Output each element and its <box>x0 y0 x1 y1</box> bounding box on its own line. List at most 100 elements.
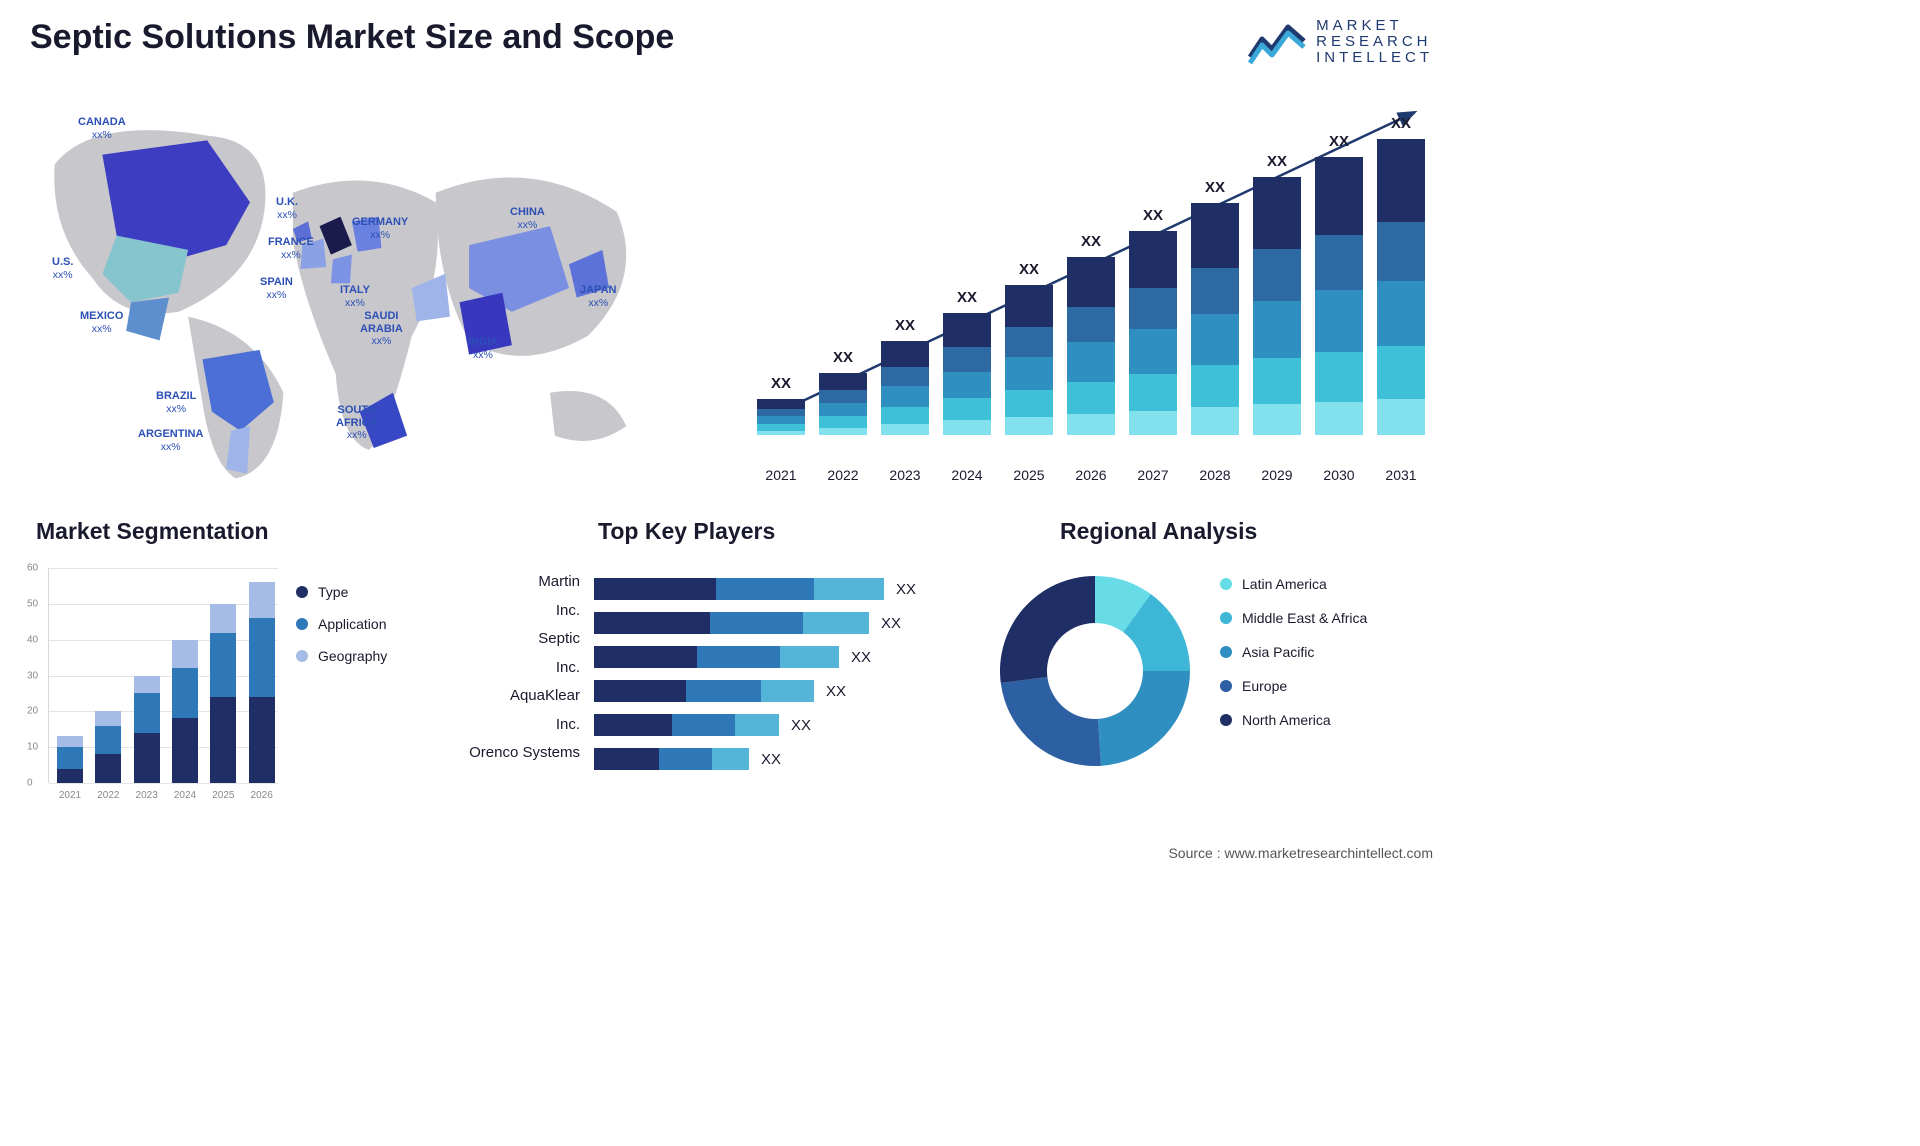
market-bar-year: 2026 <box>1067 467 1115 483</box>
segmentation-bar <box>95 711 121 783</box>
donut-slice <box>1001 677 1101 766</box>
segmentation-bar <box>134 676 160 784</box>
map-label: INDIAxx% <box>468 336 498 361</box>
market-bar: XX <box>881 341 929 435</box>
world-map: CANADAxx%U.S.xx%MEXICOxx%BRAZILxx%ARGENT… <box>20 88 680 488</box>
player-bar <box>594 748 749 770</box>
regional-legend-item: Asia Pacific <box>1220 644 1367 660</box>
market-bar-segment <box>1253 249 1301 301</box>
market-bar-segment <box>819 390 867 402</box>
player-bar-segment <box>594 748 659 770</box>
market-bar-segment <box>881 341 929 367</box>
market-bar-value: XX <box>1315 133 1363 150</box>
market-bar-segment <box>881 424 929 435</box>
map-label: SAUDIARABIAxx% <box>360 310 403 348</box>
market-bar-year: 2031 <box>1377 467 1425 483</box>
legend-swatch-icon <box>1220 578 1232 590</box>
player-bar-segment <box>803 612 869 634</box>
segmentation-gridline <box>49 568 278 569</box>
legend-label: Geography <box>318 648 387 664</box>
market-bar-segment <box>881 367 929 386</box>
market-bar: XX <box>1191 203 1239 435</box>
player-bar-row: XX <box>594 640 954 674</box>
source-attribution: Source : www.marketresearchintellect.com <box>1168 845 1433 861</box>
player-bar-segment <box>686 680 761 702</box>
legend-swatch-icon <box>1220 714 1232 726</box>
player-bar-segment <box>780 646 839 668</box>
segmentation-bar-segment <box>95 754 121 783</box>
regional-legend-item: North America <box>1220 712 1367 728</box>
player-value: XX <box>791 717 811 734</box>
segmentation-year: 2025 <box>210 790 236 801</box>
market-bar-segment <box>1005 357 1053 390</box>
player-value: XX <box>851 649 871 666</box>
market-bar-segment <box>1129 411 1177 435</box>
map-label: CHINAxx% <box>510 206 545 231</box>
market-bar-segment <box>1253 358 1301 404</box>
market-bar-segment <box>943 347 991 371</box>
segmentation-year: 2024 <box>172 790 198 801</box>
player-bar <box>594 612 869 634</box>
market-bar: XX <box>1129 231 1177 435</box>
segmentation-legend-item: Geography <box>296 648 387 664</box>
segmentation-bar-segment <box>134 733 160 783</box>
market-bar-segment <box>757 399 805 409</box>
player-value: XX <box>881 615 901 632</box>
legend-swatch-icon <box>1220 680 1232 692</box>
segmentation-gridline <box>49 747 278 748</box>
segmentation-legend-item: Type <box>296 584 387 600</box>
segmentation-heading: Market Segmentation <box>36 518 269 545</box>
market-bar-segment <box>1191 268 1239 314</box>
market-bar: XX <box>943 313 991 435</box>
map-label: MEXICOxx% <box>80 310 123 335</box>
legend-label: Europe <box>1242 678 1287 694</box>
segmentation-bar-segment <box>172 640 198 669</box>
market-bar-year: 2021 <box>757 467 805 483</box>
segmentation-chart: 0102030405060202120222023202420252026 Ty… <box>28 558 468 808</box>
player-value: XX <box>896 581 916 598</box>
market-bar-segment <box>819 403 867 417</box>
segmentation-ytick: 0 <box>27 778 33 789</box>
player-name: Septic <box>460 625 580 654</box>
market-bar-segment <box>943 313 991 347</box>
market-bar-segment <box>1129 231 1177 288</box>
player-bar-segment <box>735 714 779 736</box>
market-bar: XX <box>1377 139 1425 435</box>
segmentation-bar-segment <box>57 747 83 769</box>
market-bar-value: XX <box>1005 261 1053 278</box>
segmentation-ytick: 20 <box>27 706 38 717</box>
market-bar-value: XX <box>1191 179 1239 196</box>
market-bar-segment <box>1191 314 1239 365</box>
segmentation-bar <box>210 604 236 783</box>
segmentation-ytick: 30 <box>27 670 38 681</box>
market-bar-segment <box>1129 374 1177 411</box>
market-bar-segment <box>1067 307 1115 343</box>
market-bar-value: XX <box>1067 233 1115 250</box>
market-bar-segment <box>1129 329 1177 374</box>
player-bar-segment <box>659 748 712 770</box>
market-bar-segment <box>1005 327 1053 357</box>
segmentation-gridline <box>49 604 278 605</box>
market-bar-segment <box>757 431 805 435</box>
segmentation-gridline <box>49 783 278 784</box>
market-bar-segment <box>1315 290 1363 351</box>
player-value: XX <box>826 683 846 700</box>
market-bar-segment <box>1067 382 1115 414</box>
segmentation-bar-segment <box>134 693 160 732</box>
player-name: Inc. <box>460 654 580 683</box>
market-size-bar-chart: XXXXXXXXXXXXXXXXXXXXXX 20212022202320242… <box>753 95 1433 465</box>
player-name: Orenco Systems <box>460 739 580 768</box>
market-bar-year: 2030 <box>1315 467 1363 483</box>
market-bar-segment <box>757 409 805 416</box>
segmentation-ytick: 10 <box>27 742 38 753</box>
market-bar-segment <box>1377 399 1425 435</box>
market-bar-segment <box>1315 157 1363 235</box>
map-label: CANADAxx% <box>78 116 126 141</box>
map-label: FRANCExx% <box>268 236 314 261</box>
player-bar-row: XX <box>594 674 954 708</box>
segmentation-bar-segment <box>134 676 160 694</box>
market-bar: XX <box>1067 257 1115 435</box>
player-bar-segment <box>672 714 735 736</box>
market-bar-segment <box>1253 301 1301 358</box>
segmentation-bar-segment <box>172 718 198 783</box>
